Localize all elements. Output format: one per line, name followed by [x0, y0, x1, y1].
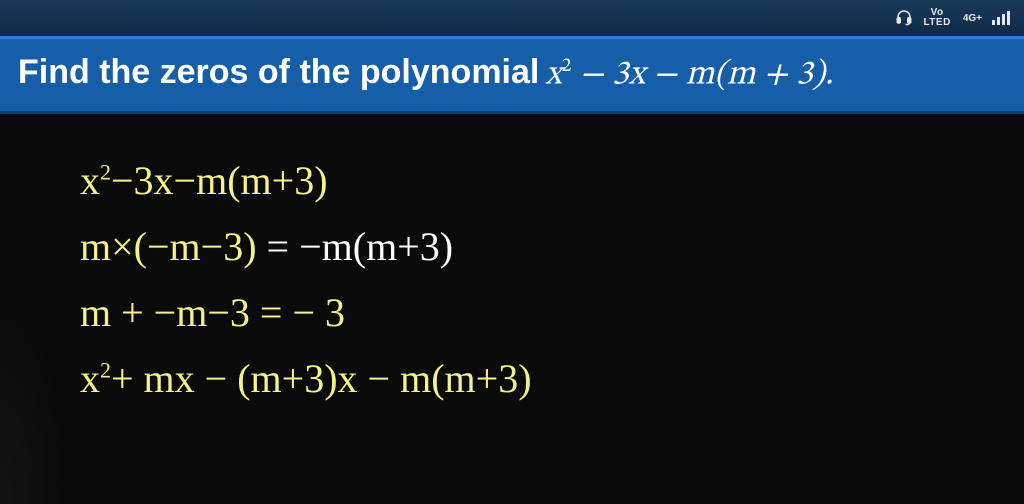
headset-icon: [895, 8, 913, 29]
work-line-3: m + −m−3 = − 3: [80, 282, 984, 344]
work-line-2-right: = −m(m+3): [267, 224, 454, 269]
volte-indicator: Vo LTED: [923, 8, 950, 28]
blackboard: x2−3x−m(m+3) m×(−m−3) = −m(m+3) m + −m−3…: [0, 114, 1024, 420]
signal-icon: [992, 11, 1010, 25]
question-prefix: Find the zeros of the polynomial: [18, 53, 539, 92]
question-bar: Find the zeros of the polynomial x2 − 3x…: [0, 36, 1024, 114]
question-expression: x2 − 3x − m(m + 3).: [545, 54, 833, 97]
work-line-2-left: m×(−m−3): [80, 224, 257, 269]
work-line-2: m×(−m−3) = −m(m+3): [80, 216, 984, 278]
signal-label: 4G+: [963, 13, 982, 24]
work-line-1: x2−3x−m(m+3): [80, 150, 984, 212]
status-group: Vo LTED 4G+: [895, 8, 1010, 29]
volte-line2: LTED: [923, 18, 950, 28]
status-bar: Vo LTED 4G+: [0, 0, 1024, 36]
work-line-4: x2+ mx − (m+3)x − m(m+3): [80, 348, 984, 410]
